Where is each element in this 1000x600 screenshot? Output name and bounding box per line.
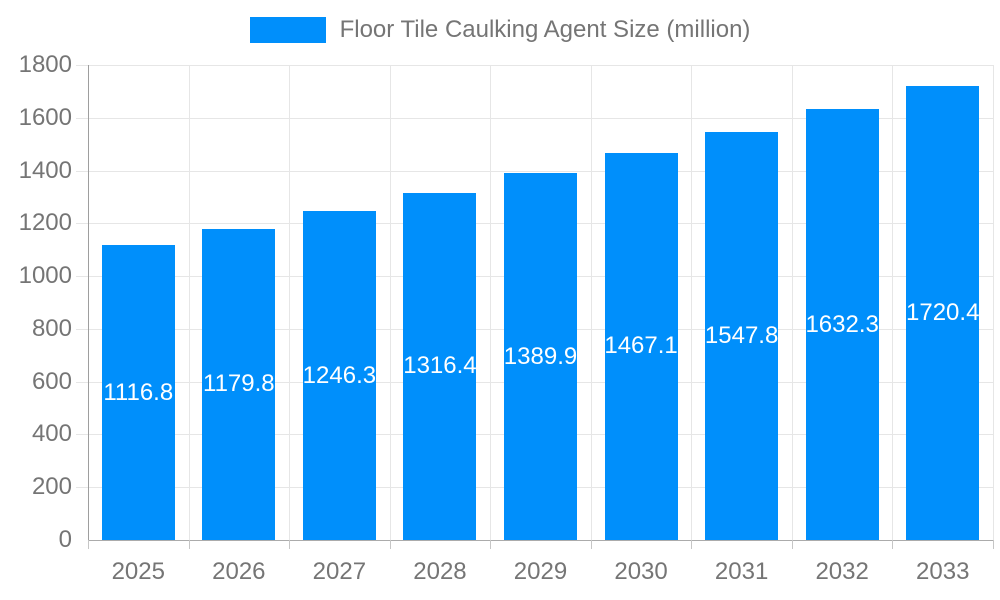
x-gridline — [389, 65, 391, 540]
y-axis-tick-label: 400 — [31, 420, 72, 448]
bar-value-label: 1632.3 — [805, 310, 879, 338]
bar-value-label: 1116.8 — [103, 378, 174, 406]
x-axis-tick — [289, 540, 291, 549]
x-axis-tick — [691, 540, 693, 549]
bar-2028[interactable]: 1316.4 — [403, 192, 477, 540]
x-axis-tick-label: 2025 — [111, 558, 165, 585]
x-axis-tick — [590, 540, 592, 549]
bar-value-label: 1547.8 — [704, 321, 779, 349]
y-axis-tick-label: 1200 — [18, 209, 72, 237]
bar-2032[interactable]: 1632.3 — [805, 109, 879, 540]
y-gridline — [76, 65, 993, 66]
x-axis-tick-label: 2033 — [916, 558, 970, 585]
y-gridline — [76, 117, 993, 119]
legend-label: Floor Tile Caulking Agent Size (million) — [339, 16, 751, 43]
y-axis-tick-label: 200 — [31, 473, 72, 501]
y-axis-tick-label: 1800 — [18, 51, 72, 78]
bar-value-label: 1246.3 — [302, 361, 377, 389]
x-axis-tick — [993, 540, 994, 549]
x-axis-tick — [88, 540, 89, 549]
bar-2025[interactable]: 1116.8 — [101, 245, 175, 540]
y-axis-tick-label: 600 — [31, 367, 72, 395]
bar-value-label: 1720.4 — [906, 298, 980, 326]
x-gridline — [892, 65, 894, 540]
bar-2026[interactable]: 1179.8 — [202, 228, 276, 540]
x-gridline — [993, 65, 994, 540]
bar-2029[interactable]: 1389.9 — [504, 173, 577, 540]
y-axis-tick-label: 1600 — [18, 103, 72, 131]
x-gridline — [791, 65, 793, 540]
x-gridline — [590, 65, 592, 540]
y-axis-tick-label: 800 — [31, 314, 72, 342]
x-gridline — [289, 65, 291, 540]
x-gridline — [691, 65, 693, 540]
legend-color-swatch-icon — [249, 17, 326, 43]
x-axis-tick — [892, 540, 894, 549]
x-axis-tick-label: 2028 — [413, 558, 467, 585]
bar-2027[interactable]: 1246.3 — [303, 211, 376, 540]
bar-2030[interactable]: 1467.1 — [604, 152, 678, 540]
bar-value-label: 1179.8 — [203, 370, 275, 398]
x-axis-tick — [389, 540, 391, 549]
x-axis-tick — [791, 540, 793, 549]
bar-value-label: 1316.4 — [403, 352, 477, 380]
x-axis-baseline — [88, 540, 994, 541]
x-axis-tick-label: 2027 — [312, 558, 367, 585]
bar-2033[interactable]: 1720.4 — [906, 86, 979, 540]
y-axis-tick-label: 0 — [58, 526, 72, 553]
y-axis-line — [87, 65, 89, 549]
bar-2031[interactable]: 1547.8 — [704, 131, 779, 540]
x-axis-tick — [188, 540, 190, 549]
y-axis-tick-label: 1400 — [18, 156, 72, 184]
x-axis-tick-label: 2029 — [513, 558, 568, 585]
bar-value-label: 1467.1 — [604, 332, 678, 360]
x-gridline — [188, 65, 190, 540]
x-axis-tick — [490, 540, 492, 549]
bar-value-label: 1389.9 — [503, 342, 578, 370]
x-axis-tick-label: 2030 — [614, 558, 668, 585]
x-axis-tick-label: 2032 — [815, 558, 869, 585]
y-gridline — [76, 170, 993, 172]
legend[interactable]: Floor Tile Caulking Agent Size (million) — [0, 16, 1000, 44]
x-gridline — [490, 65, 492, 540]
x-axis-tick-label: 2026 — [212, 558, 266, 585]
y-axis-tick-label: 1000 — [18, 262, 72, 290]
x-axis-tick-label: 2031 — [714, 558, 769, 585]
